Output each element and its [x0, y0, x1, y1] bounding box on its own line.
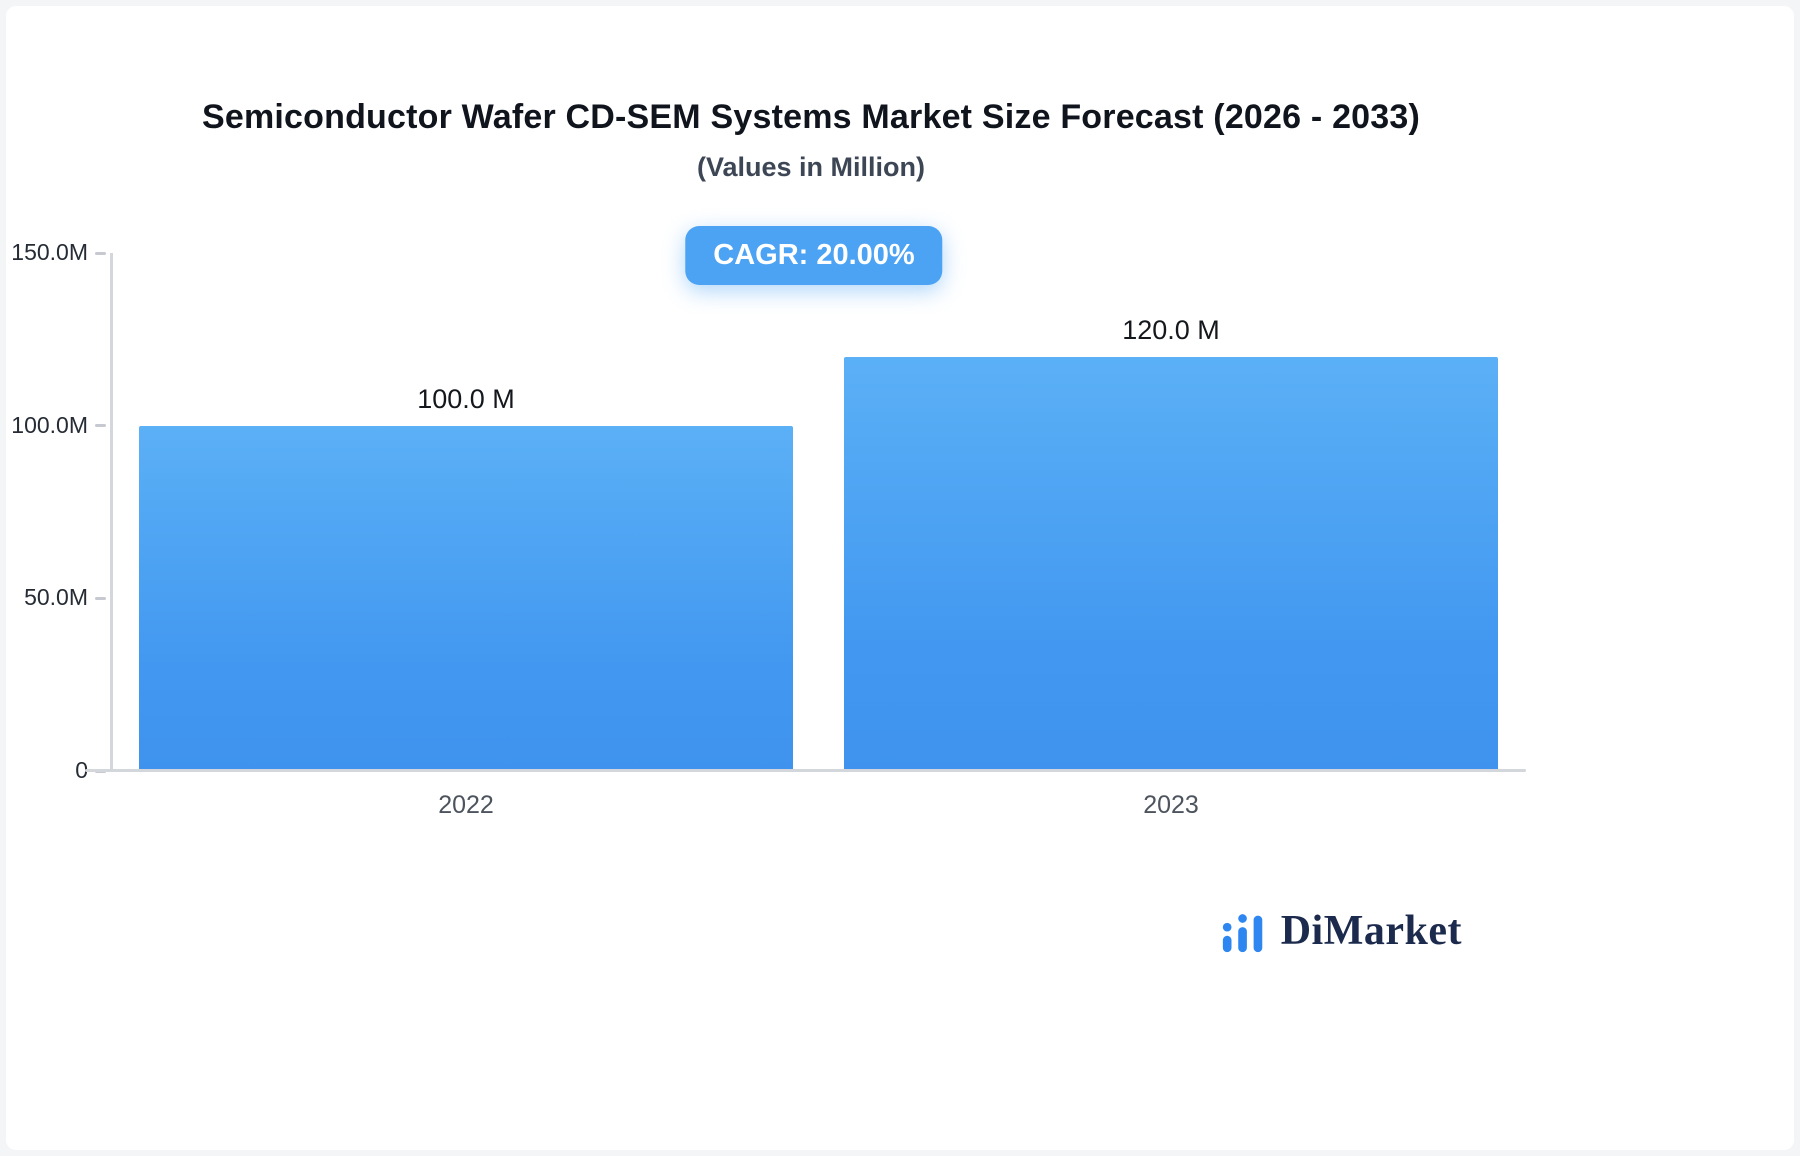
brand-logo: DiMarket: [1219, 906, 1462, 956]
chart-card: Semiconductor Wafer CD-SEM Systems Marke…: [6, 6, 1794, 1150]
y-axis-tick-label-150: 150.0M: [11, 239, 88, 265]
y-axis-tick-mark-50: [95, 596, 106, 600]
y-axis-tick-label-50: 50.0M: [24, 584, 88, 611]
x-axis-line: [85, 769, 1526, 772]
bar-value-label-2022: 100.0 M: [417, 384, 515, 414]
x-axis-label-2023: 2023: [1143, 791, 1199, 819]
bar-chart-plot-area: 100.0 M 2022 120.0 M 2023: [110, 253, 1523, 819]
bar-2023[interactable]: [844, 357, 1498, 771]
y-axis: 150.0M 100.0M 50.0M 0: [6, 239, 110, 783]
y-axis-tick-mark-150: [95, 251, 106, 255]
cagr-badge: CAGR: 20.00%: [685, 226, 943, 285]
y-axis-tick-label-100: 100.0M: [11, 411, 88, 438]
y-axis-tick-mark-100: [95, 424, 106, 428]
y-axis-tick-label-0: 0: [75, 757, 88, 783]
chart-title: Semiconductor Wafer CD-SEM Systems Marke…: [201, 98, 1421, 136]
dimarket-logo-icon: [1219, 906, 1269, 956]
chart-subtitle: (Values in Million): [696, 152, 926, 182]
bar-2022[interactable]: [139, 426, 793, 771]
bar-value-label-2023: 120.0 M: [1122, 315, 1220, 345]
brand-name: DiMarket: [1280, 908, 1462, 954]
x-axis-label-2022: 2022: [438, 791, 494, 819]
